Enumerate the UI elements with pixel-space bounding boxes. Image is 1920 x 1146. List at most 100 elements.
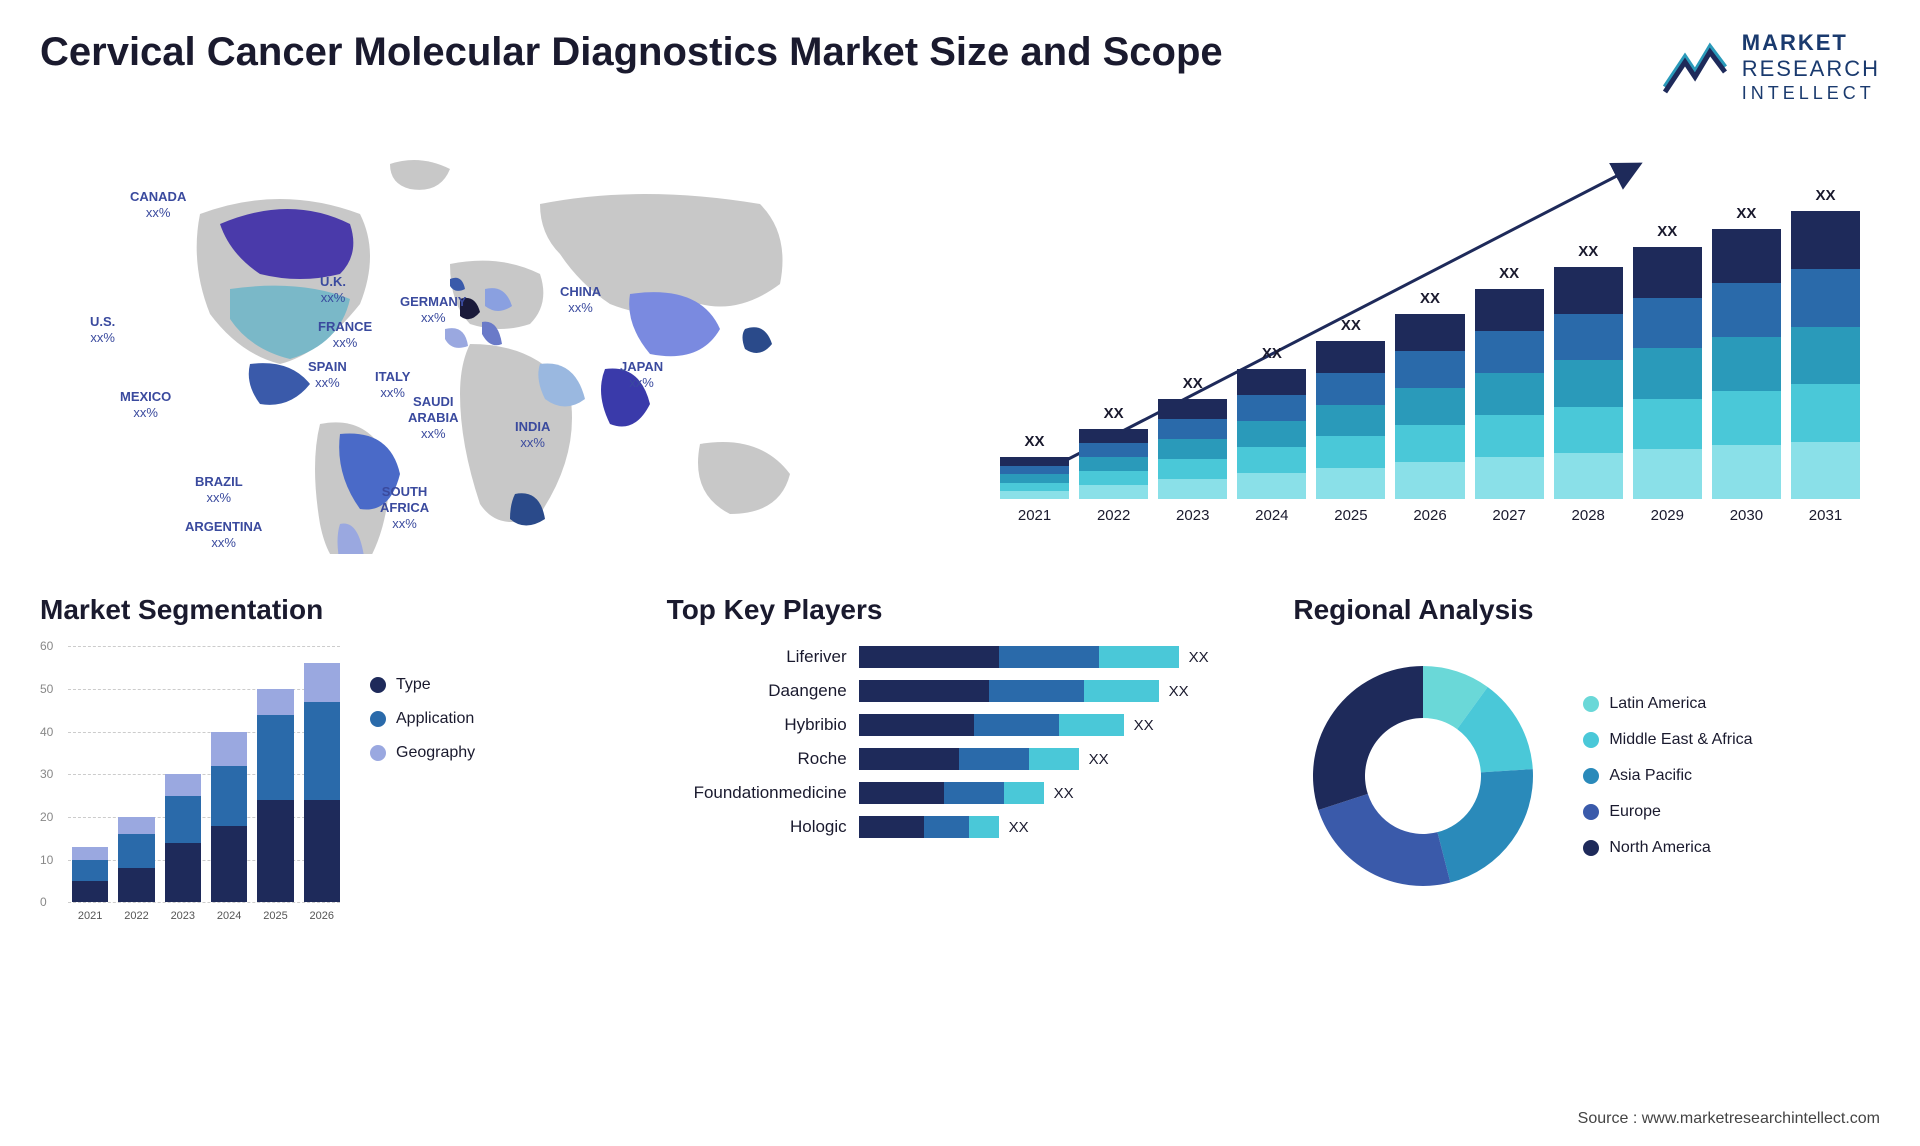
player-bar: XX: [859, 816, 1254, 838]
bar-segment: [1158, 459, 1227, 479]
bar-segment: [1395, 462, 1464, 499]
legend-dot: [1583, 804, 1599, 820]
bar-segment: [1633, 449, 1702, 499]
player-bar: XX: [859, 646, 1254, 668]
player-name: Hologic: [667, 817, 847, 837]
player-segment: [944, 782, 1004, 804]
bar-year-label: 2025: [1334, 507, 1367, 524]
bar-value-label: XX: [1183, 375, 1203, 418]
bar-col: XX2026: [1395, 314, 1464, 524]
bar-segment: [1712, 391, 1781, 445]
player-segment: [1029, 748, 1079, 770]
bar-year-label: 2029: [1651, 507, 1684, 524]
bar-segment: [1791, 269, 1860, 327]
axis-tick-label: 60: [40, 639, 53, 653]
player-stack: [859, 646, 1179, 668]
player-value: XX: [1134, 717, 1154, 734]
bar-year-label: 2024: [1255, 507, 1288, 524]
bar-segment: [1554, 407, 1623, 453]
seg-year-label: 2024: [217, 910, 241, 922]
key-players-panel: Top Key Players LiferiverXXDaangeneXXHyb…: [667, 594, 1254, 926]
donut-slice: [1438, 769, 1534, 882]
bar-segment: [1316, 468, 1385, 500]
seg-bar-segment: [165, 796, 201, 843]
bar-segment: [1395, 351, 1464, 388]
bar-segment: [1316, 436, 1385, 468]
main-chart: XX2021XX2022XX2023XX2024XX2025XX2026XX20…: [980, 134, 1880, 554]
bar-segment: [1633, 348, 1702, 398]
map-label: ITALYxx%: [375, 369, 410, 400]
bar-segment: [1475, 373, 1544, 415]
bar-segment: [1791, 384, 1860, 442]
player-value: XX: [1054, 785, 1074, 802]
seg-bar-segment: [304, 702, 340, 800]
donut-slice: [1319, 794, 1451, 886]
bar-segment: [1079, 457, 1148, 471]
player-segment: [1099, 646, 1179, 668]
player-segment: [859, 782, 944, 804]
bar-segment: [1079, 485, 1148, 499]
legend-item: Application: [370, 710, 475, 728]
player-segment: [1059, 714, 1124, 736]
map-label: FRANCExx%: [318, 319, 372, 350]
segmentation-chart: 0102030405060 202120222023202420252026: [40, 646, 340, 926]
bar-value-label: XX: [1657, 223, 1677, 266]
bar-segment: [1079, 471, 1148, 485]
bar-value-label: XX: [1341, 317, 1361, 360]
world-map: CANADAxx%U.S.xx%MEXICOxx%BRAZILxx%ARGENT…: [40, 134, 940, 554]
legend-dot: [1583, 732, 1599, 748]
regional-panel: Regional Analysis Latin AmericaMiddle Ea…: [1293, 594, 1880, 926]
bar-value-label: XX: [1815, 187, 1835, 230]
bar-segment: [1158, 479, 1227, 499]
map-spain: [445, 328, 468, 348]
map-label: SAUDIARABIAxx%: [408, 394, 459, 441]
bar-segment: [1633, 399, 1702, 449]
logo-line3: INTELLECT: [1742, 83, 1880, 105]
map-label: SPAINxx%: [308, 359, 347, 390]
axis-tick-label: 30: [40, 767, 53, 781]
seg-bar-col: 2023: [165, 774, 201, 902]
seg-bar-col: 2024: [211, 732, 247, 903]
seg-bar-segment: [72, 860, 108, 881]
header: Cervical Cancer Molecular Diagnostics Ma…: [40, 30, 1880, 104]
legend-item: North America: [1583, 839, 1752, 857]
page-title: Cervical Cancer Molecular Diagnostics Ma…: [40, 30, 1223, 75]
legend-dot: [1583, 768, 1599, 784]
player-stack: [859, 816, 999, 838]
map-label: U.S.xx%: [90, 314, 115, 345]
seg-stack: [72, 847, 108, 902]
bar-segment: [1554, 314, 1623, 360]
bar-segment: [1791, 442, 1860, 500]
seg-year-label: 2022: [124, 910, 148, 922]
seg-bar-segment: [165, 843, 201, 903]
logo: MARKET RESEARCH INTELLECT: [1660, 30, 1880, 104]
source-text: Source : www.marketresearchintellect.com: [1578, 1110, 1880, 1128]
player-row: Hybribio XX: [667, 714, 1254, 736]
bar-stack: [1791, 211, 1860, 499]
bar-segment: [1475, 415, 1544, 457]
bar-segment: [1316, 373, 1385, 405]
player-segment: [859, 646, 999, 668]
axis-tick-label: 40: [40, 725, 53, 739]
key-players-title: Top Key Players: [667, 594, 1254, 626]
player-segment: [969, 816, 999, 838]
player-name: Hybribio: [667, 715, 847, 735]
segmentation-legend: TypeApplicationGeography: [370, 646, 475, 926]
legend-item: Type: [370, 676, 475, 694]
player-segment: [974, 714, 1059, 736]
bar-col: XX2031: [1791, 211, 1860, 524]
player-segment: [859, 748, 959, 770]
legend-label: North America: [1609, 839, 1710, 857]
bar-segment: [1237, 447, 1306, 473]
bar-col: XX2027: [1475, 289, 1544, 524]
bar-value-label: XX: [1578, 243, 1598, 286]
bar-stack: [1316, 341, 1385, 499]
bar-segment: [1395, 388, 1464, 425]
bar-segment: [1237, 473, 1306, 499]
legend-item: Middle East & Africa: [1583, 731, 1752, 749]
donut-slice: [1313, 666, 1423, 810]
bar-col: XX2025: [1316, 341, 1385, 524]
seg-bar-segment: [304, 800, 340, 902]
map-label: MEXICOxx%: [120, 389, 171, 420]
legend-dot: [370, 677, 386, 693]
